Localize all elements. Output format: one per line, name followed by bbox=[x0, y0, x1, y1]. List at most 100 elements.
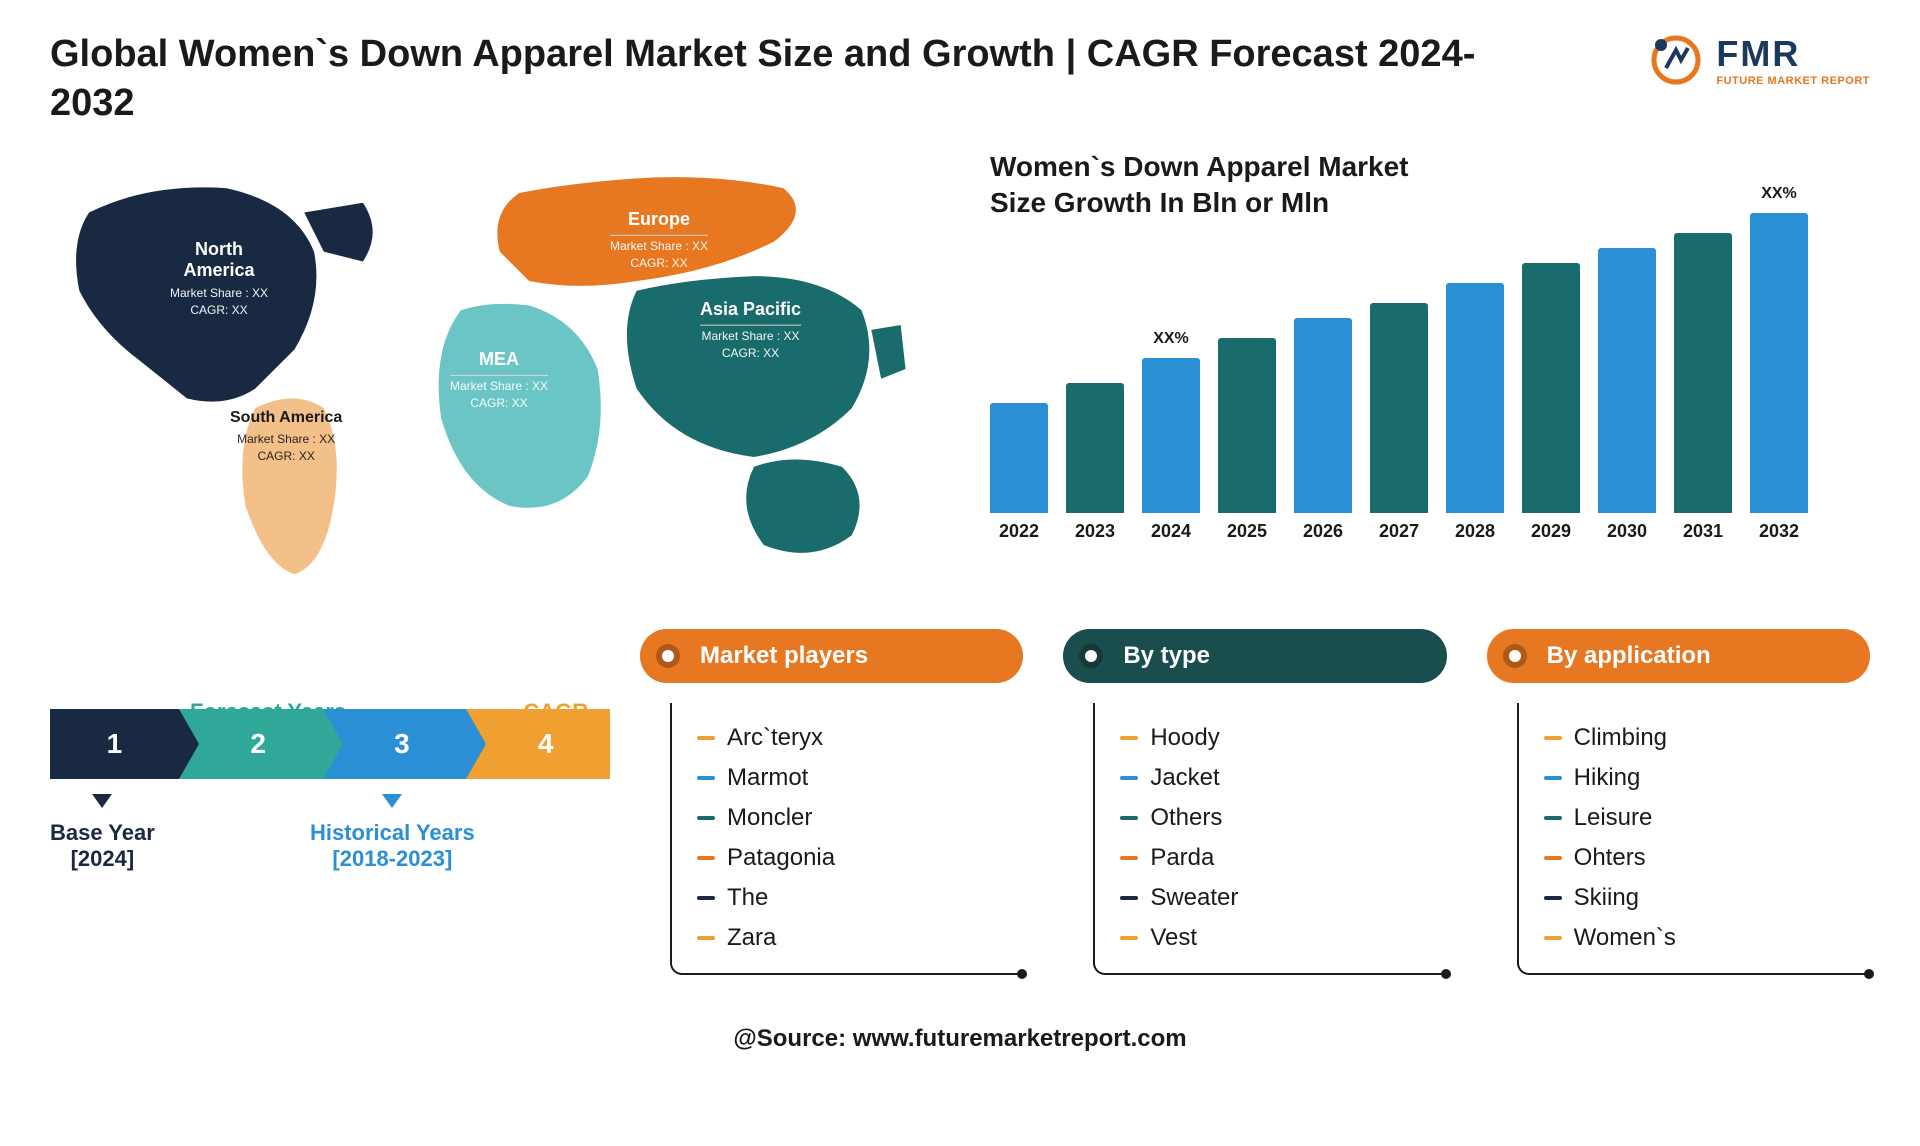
category-item-label: Hiking bbox=[1574, 764, 1641, 792]
bar-wrapper: 2026 bbox=[1294, 318, 1352, 542]
bar-year-label: 2030 bbox=[1607, 521, 1647, 542]
category-item: Jacket bbox=[1120, 758, 1446, 798]
category-item: Moncler bbox=[697, 798, 1023, 838]
category-item: Parda bbox=[1120, 838, 1446, 878]
logo: FMR FUTURE MARKET REPORT bbox=[1646, 30, 1870, 90]
bottom-section: Forecast Years [2024-2032] CAGR XX%% 1 2… bbox=[50, 629, 1870, 975]
categories: Market playersArc`teryxMarmotMonclerPata… bbox=[640, 629, 1870, 975]
tick-icon bbox=[697, 936, 715, 940]
tick-icon bbox=[1544, 856, 1562, 860]
header: Global Women`s Down Apparel Market Size … bbox=[50, 30, 1870, 129]
tick-icon bbox=[1120, 816, 1138, 820]
tick-icon bbox=[1120, 936, 1138, 940]
category: By type Hoody Jacket Others Parda Sweater Vest bbox=[1063, 629, 1446, 975]
category-item-label: Women`s bbox=[1574, 924, 1676, 952]
category-item-label: Skiing bbox=[1574, 884, 1639, 912]
logo-sub: FUTURE MARKET REPORT bbox=[1716, 75, 1870, 87]
category-body: Hoody Jacket Others Parda Sweater Vest bbox=[1093, 703, 1446, 975]
bar bbox=[1446, 283, 1504, 513]
category-item: Leisure bbox=[1544, 798, 1870, 838]
top-section: NorthAmerica Market Share : XX CAGR: XX … bbox=[50, 149, 1870, 589]
logo-icon bbox=[1646, 30, 1706, 90]
timeline-seg-2: 2 bbox=[179, 709, 323, 779]
region-stats: Market Share : XX CAGR: XX bbox=[170, 285, 268, 319]
category-body: ClimbingHikingLeisureOhtersSkiingWomen`s bbox=[1517, 703, 1870, 975]
category-header: By application bbox=[1487, 629, 1870, 683]
bar-year-label: 2026 bbox=[1303, 521, 1343, 542]
category: By applicationClimbingHikingLeisureOhter… bbox=[1487, 629, 1870, 975]
category-item-label: The bbox=[727, 884, 768, 912]
world-map: NorthAmerica Market Share : XX CAGR: XX … bbox=[50, 149, 930, 589]
tick-icon bbox=[697, 776, 715, 780]
category-item: Sweater bbox=[1120, 878, 1446, 918]
category-item-label: Others bbox=[1150, 804, 1222, 832]
category: Market playersArc`teryxMarmotMonclerPata… bbox=[640, 629, 1023, 975]
region-label: MEA bbox=[450, 349, 548, 370]
logo-fmr: FMR bbox=[1716, 33, 1870, 75]
bars-container: 20222023XX%20242025202620272028202920302… bbox=[990, 242, 1870, 542]
region-asia-pacific: Asia Pacific Market Share : XX CAGR: XX bbox=[700, 299, 801, 362]
category-item: Hiking bbox=[1544, 758, 1870, 798]
region-stats: Market Share : XX CAGR: XX bbox=[450, 378, 548, 412]
category-item: Zara bbox=[697, 918, 1023, 958]
category-item-label: Arc`teryx bbox=[727, 724, 823, 752]
tick-icon bbox=[1120, 776, 1138, 780]
bar bbox=[1598, 248, 1656, 513]
tick-icon bbox=[1120, 896, 1138, 900]
tick-icon bbox=[1120, 856, 1138, 860]
category-item: Marmot bbox=[697, 758, 1023, 798]
category-item: The bbox=[697, 878, 1023, 918]
region-label: Asia Pacific bbox=[700, 299, 801, 320]
bar bbox=[1370, 303, 1428, 513]
historical-label: Historical Years [2018-2023] bbox=[310, 794, 475, 872]
timeline-seg-3: 3 bbox=[323, 709, 467, 779]
timeline: Forecast Years [2024-2032] CAGR XX%% 1 2… bbox=[50, 629, 610, 975]
tick-icon bbox=[1544, 936, 1562, 940]
bar-year-label: 2027 bbox=[1379, 521, 1419, 542]
bar-wrapper: 2031 bbox=[1674, 233, 1732, 542]
timeline-bar: 1 2 3 4 bbox=[50, 709, 610, 779]
region-europe: Europe Market Share : XX CAGR: XX bbox=[610, 209, 708, 272]
bar-year-label: 2031 bbox=[1683, 521, 1723, 542]
category-item: Climbing bbox=[1544, 718, 1870, 758]
category-item: Women`s bbox=[1544, 918, 1870, 958]
category-item-label: Sweater bbox=[1150, 884, 1238, 912]
category-item: Hoody bbox=[1120, 718, 1446, 758]
page-title: Global Women`s Down Apparel Market Size … bbox=[50, 30, 1550, 129]
bar bbox=[1674, 233, 1732, 513]
bar-year-label: 2029 bbox=[1531, 521, 1571, 542]
category-item: Vest bbox=[1120, 918, 1446, 958]
bar-annotation: XX% bbox=[1761, 185, 1797, 203]
bar bbox=[990, 403, 1048, 513]
bar bbox=[1142, 358, 1200, 513]
bar-wrapper: 2029 bbox=[1522, 263, 1580, 542]
tick-icon bbox=[1544, 896, 1562, 900]
tick-icon bbox=[697, 856, 715, 860]
timeline-seg-4: 4 bbox=[466, 709, 610, 779]
bar-year-label: 2032 bbox=[1759, 521, 1799, 542]
category-item-label: Climbing bbox=[1574, 724, 1667, 752]
category-item-label: Hoody bbox=[1150, 724, 1219, 752]
category-item-label: Marmot bbox=[727, 764, 808, 792]
timeline-bottom-labels: Base Year [2024] Historical Years [2018-… bbox=[50, 794, 610, 874]
category-item: Others bbox=[1120, 798, 1446, 838]
region-label: Europe bbox=[610, 209, 708, 230]
bar-wrapper: 2028 bbox=[1446, 283, 1504, 542]
tick-icon bbox=[1544, 736, 1562, 740]
bar-year-label: 2025 bbox=[1227, 521, 1267, 542]
category-title: By type bbox=[1063, 629, 1446, 683]
tick-icon bbox=[1120, 736, 1138, 740]
tick-icon bbox=[697, 736, 715, 740]
category-item-label: Zara bbox=[727, 924, 776, 952]
dot-icon bbox=[1503, 644, 1527, 668]
region-mea: MEA Market Share : XX CAGR: XX bbox=[450, 349, 548, 412]
dot-icon bbox=[1079, 644, 1103, 668]
bar-chart: Women`s Down Apparel Market Size Growth … bbox=[970, 149, 1870, 589]
category-item-label: Vest bbox=[1150, 924, 1197, 952]
category-item-label: Moncler bbox=[727, 804, 812, 832]
pointer-down-icon bbox=[92, 794, 112, 808]
category-title: By application bbox=[1487, 629, 1870, 683]
bar bbox=[1066, 383, 1124, 513]
bar bbox=[1218, 338, 1276, 513]
logo-text: FMR FUTURE MARKET REPORT bbox=[1716, 33, 1870, 87]
